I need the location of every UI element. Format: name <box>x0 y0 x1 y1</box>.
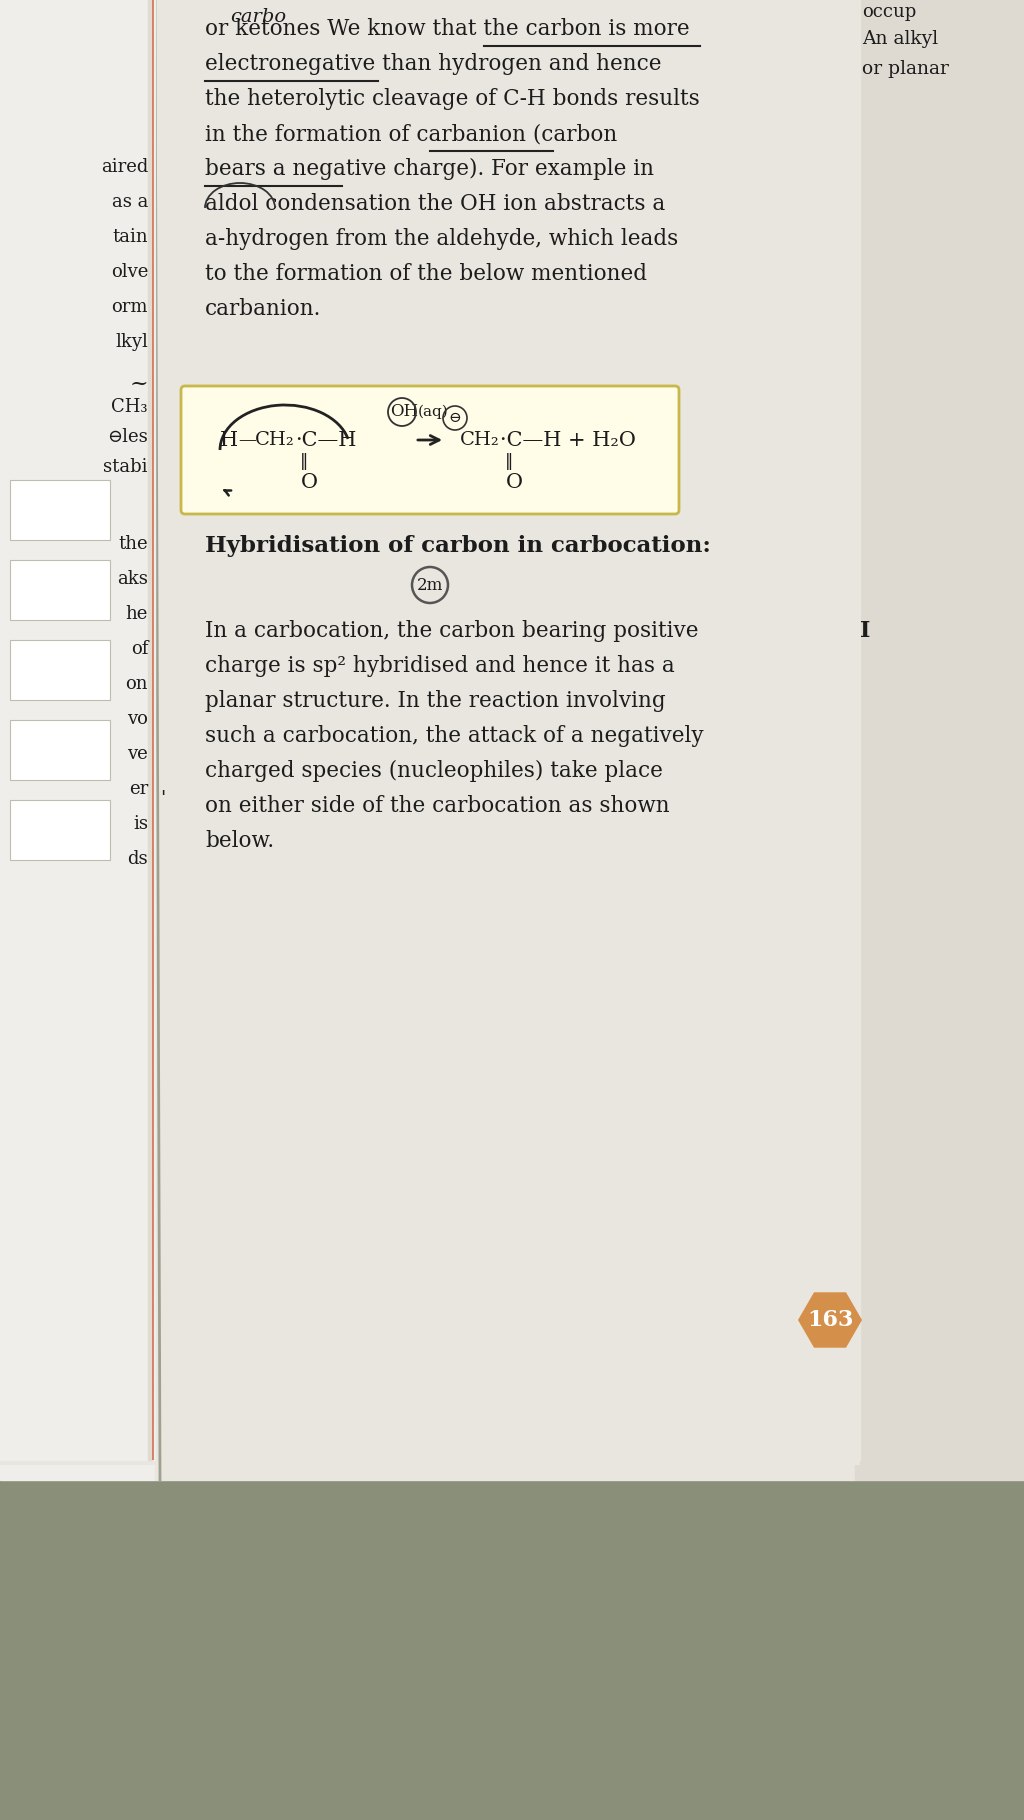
Text: ds: ds <box>127 850 148 868</box>
Text: In a carbocation, the carbon bearing positive: In a carbocation, the carbon bearing pos… <box>205 621 698 642</box>
Text: CH₂: CH₂ <box>460 431 500 450</box>
Text: the heterolytic cleavage of C-H bonds results: the heterolytic cleavage of C-H bonds re… <box>205 87 699 109</box>
Bar <box>0 0 860 1460</box>
Text: H: H <box>220 431 239 450</box>
Text: I: I <box>860 621 870 642</box>
Text: O: O <box>301 473 318 491</box>
Text: CH₃: CH₃ <box>112 399 148 417</box>
Bar <box>152 0 154 1460</box>
Text: 2m: 2m <box>417 577 443 593</box>
Text: ·C—H + H₂O: ·C—H + H₂O <box>500 431 636 450</box>
Text: tain: tain <box>113 228 148 246</box>
Bar <box>10 480 110 541</box>
Text: he: he <box>126 604 148 622</box>
Text: stabi: stabi <box>103 459 148 477</box>
Text: ⊖les: ⊖les <box>108 428 148 446</box>
Bar <box>155 0 855 1480</box>
Bar <box>0 0 155 1460</box>
Text: aldol condensation the OH ion abstracts a: aldol condensation the OH ion abstracts … <box>205 193 666 215</box>
Text: a-hydrogen from the aldehyde, which leads: a-hydrogen from the aldehyde, which lead… <box>205 228 678 249</box>
Text: ‖: ‖ <box>505 453 513 471</box>
Bar <box>10 721 110 781</box>
Text: on: on <box>126 675 148 693</box>
Text: An alkyl: An alkyl <box>862 29 938 47</box>
Text: of: of <box>131 641 148 659</box>
Bar <box>10 561 110 621</box>
Text: Hybridisation of carbon in carbocation:: Hybridisation of carbon in carbocation: <box>205 535 711 557</box>
Text: ~: ~ <box>129 373 148 395</box>
Bar <box>10 641 110 701</box>
Text: olve: olve <box>111 264 148 280</box>
Bar <box>855 0 1024 1480</box>
Text: aks: aks <box>117 570 148 588</box>
FancyBboxPatch shape <box>0 0 860 1465</box>
Bar <box>148 0 152 1460</box>
Text: below.: below. <box>205 830 274 852</box>
Text: electronegative than hydrogen and hence: electronegative than hydrogen and hence <box>205 53 662 75</box>
Bar <box>10 801 110 861</box>
Polygon shape <box>798 1292 862 1349</box>
Text: OH: OH <box>390 404 418 420</box>
Text: er: er <box>129 781 148 797</box>
Bar <box>0 1451 1024 1820</box>
Text: carbo: carbo <box>230 7 286 25</box>
Text: lkyl: lkyl <box>115 333 148 351</box>
Text: the: the <box>119 535 148 553</box>
Text: occup: occup <box>862 4 916 22</box>
Text: aired: aired <box>100 158 148 177</box>
Text: charged species (nucleophiles) take place: charged species (nucleophiles) take plac… <box>205 761 663 783</box>
Text: CH₂: CH₂ <box>255 431 295 450</box>
Text: or planar: or planar <box>862 60 949 78</box>
Text: is: is <box>133 815 148 834</box>
Bar <box>0 0 155 1480</box>
Text: ·C—H: ·C—H <box>295 431 356 450</box>
Text: orm: orm <box>112 298 148 317</box>
Text: vo: vo <box>127 710 148 728</box>
Text: as a: as a <box>112 193 148 211</box>
Text: bears a negative charge). For example in: bears a negative charge). For example in <box>205 158 654 180</box>
Text: in the formation of carbanion (carbon: in the formation of carbanion (carbon <box>205 124 617 146</box>
Text: such a carbocation, the attack of a negatively: such a carbocation, the attack of a nega… <box>205 724 703 746</box>
Text: ⊖: ⊖ <box>449 411 462 426</box>
Text: carbanion.: carbanion. <box>205 298 322 320</box>
FancyBboxPatch shape <box>181 386 679 513</box>
Bar <box>0 1380 1024 1820</box>
Text: or ketones We know that the carbon is more: or ketones We know that the carbon is mo… <box>205 18 689 40</box>
Text: ': ' <box>160 790 165 808</box>
Text: —: — <box>238 431 256 450</box>
Text: ‖: ‖ <box>300 453 308 471</box>
Text: 163: 163 <box>807 1309 853 1330</box>
Text: planar structure. In the reaction involving: planar structure. In the reaction involv… <box>205 690 666 712</box>
Text: O: O <box>506 473 523 491</box>
Text: charge is sp² hybridised and hence it has a: charge is sp² hybridised and hence it ha… <box>205 655 675 677</box>
Text: on either side of the carbocation as shown: on either side of the carbocation as sho… <box>205 795 670 817</box>
Text: ve: ve <box>127 744 148 763</box>
Text: to the formation of the below mentioned: to the formation of the below mentioned <box>205 264 647 286</box>
Text: (aq): (aq) <box>418 404 449 419</box>
